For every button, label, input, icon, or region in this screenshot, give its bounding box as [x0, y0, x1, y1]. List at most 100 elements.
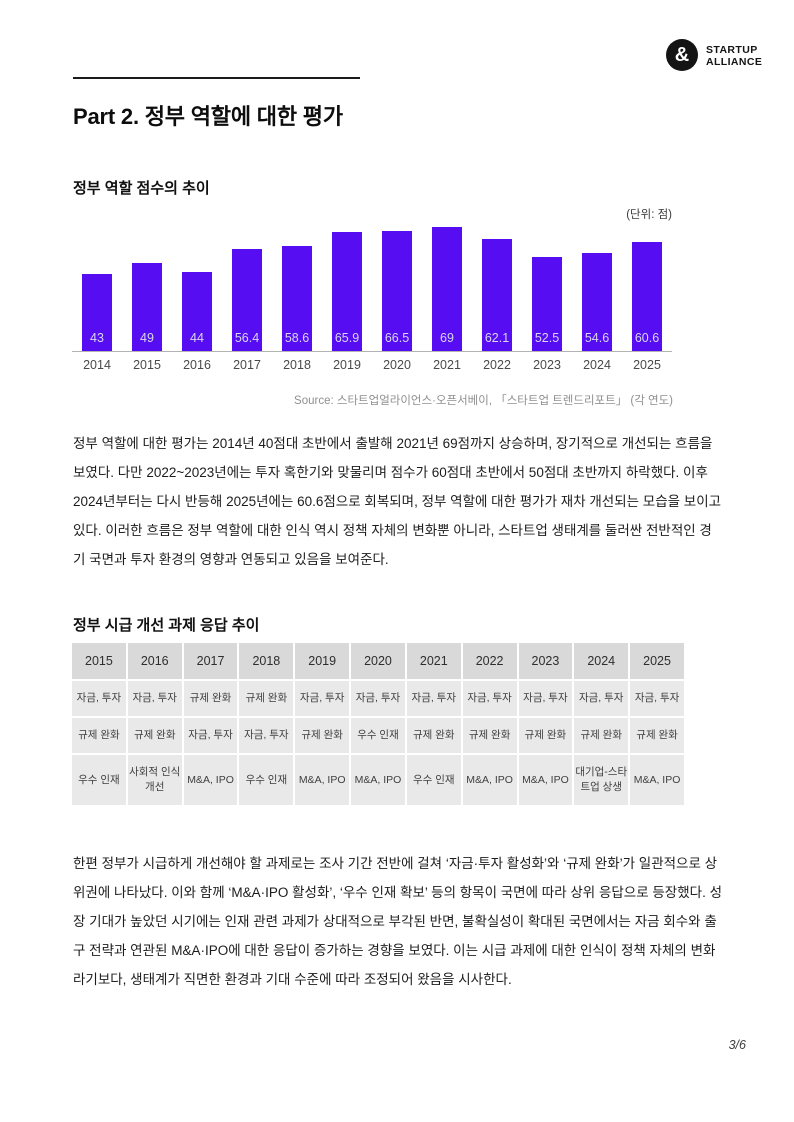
bar-value-label: 58.6 [284, 331, 310, 345]
x-axis-label-2023: 2023 [533, 358, 561, 372]
table-header-row: 2015 2016 2017 2018 2019 2020 2021 2022 2023 2024… [72, 643, 684, 679]
year-header-2024: 2024 [574, 643, 629, 679]
logo-symbol: & [674, 44, 690, 66]
task-cell-2017-rank-2: 자금, 투자 [183, 718, 238, 753]
task-cell-2022-rank-2: 규제 완화 [462, 718, 517, 753]
task-cell-2023-rank-3: M&A, IPO [518, 755, 573, 805]
improvement-tasks-table: 2015 2016 2017 2018 2019 2020 2021 2022 2023 2024… [70, 641, 686, 807]
task-cell-2020-rank-2: 우수 인재 [351, 718, 405, 753]
year-header-2022: 2022 [462, 643, 517, 679]
x-axis-label-2019: 2019 [333, 358, 361, 372]
header-rule [73, 77, 360, 79]
bar-value-label: 54.6 [584, 331, 610, 345]
bar-value-label: 52.5 [534, 331, 560, 345]
year-header-2021: 2021 [406, 643, 461, 679]
x-axis-label-2020: 2020 [383, 358, 411, 372]
task-cell-2016-rank-2: 규제 완화 [127, 718, 182, 753]
task-cell-2016-rank-3: 사회적 인식 개선 [127, 755, 182, 805]
x-axis-label-2016: 2016 [183, 358, 211, 372]
task-cell-2015-rank-2: 규제 완화 [72, 718, 126, 753]
bar-value-label: 66.5 [384, 331, 410, 345]
year-header-2019: 2019 [295, 643, 350, 679]
year-header-2018: 2018 [239, 643, 294, 679]
task-cell-2018-rank-1: 규제 완화 [239, 681, 294, 716]
bar-2019: 65.9 [332, 232, 362, 351]
x-axis-label-2021: 2021 [433, 358, 461, 372]
task-cell-2025-rank-1: 자금, 투자 [630, 681, 684, 716]
task-cell-2020-rank-1: 자금, 투자 [351, 681, 405, 716]
government-score-bar-chart: 43 2014 49 2015 44 2016 56.4 2017 58.6 2018 65.9 20… [72, 220, 672, 372]
task-cell-2020-rank-3: M&A, IPO [351, 755, 405, 805]
task-cell-2019-rank-1: 자금, 투자 [295, 681, 350, 716]
table-section-title: 정부 시급 개선 과제 응답 추이 [73, 617, 260, 634]
task-cell-2021-rank-1: 자금, 투자 [406, 681, 461, 716]
bar-2022: 62.1 [482, 239, 512, 351]
bar-2023: 52.5 [532, 256, 562, 351]
logo-ampersand-icon: & [666, 39, 698, 71]
x-axis-label-2018: 2018 [283, 358, 311, 372]
task-cell-2016-rank-1: 자금, 투자 [127, 681, 182, 716]
bar-2025: 60.6 [632, 241, 662, 351]
task-cell-2024-rank-3: 대기업-스타트업 상생 [574, 755, 629, 805]
table-row-rank-2: 규제 완화 규제 완화 자금, 투자 자금, 투자 규제 완화 우수 인재 규제 완화 규제 … [72, 718, 684, 753]
x-axis-label-2024: 2024 [583, 358, 611, 372]
task-cell-2025-rank-3: M&A, IPO [630, 755, 684, 805]
bar-value-label: 43 [90, 331, 104, 345]
logo-text-line1: STARTUP [706, 44, 758, 56]
bar-value-label: 49 [140, 331, 154, 345]
year-header-2017: 2017 [183, 643, 238, 679]
task-cell-2015-rank-3: 우수 인재 [72, 755, 126, 805]
paragraph-improvement-tasks: 한편 정부가 시급하게 개선해야 할 과제로는 조사 기간 전반에 걸쳐 ‘자금… [73, 856, 722, 987]
task-cell-2018-rank-3: 우수 인재 [239, 755, 294, 805]
bar-2024: 54.6 [582, 252, 612, 351]
bar-value-label: 65.9 [334, 331, 360, 345]
task-cell-2025-rank-2: 규제 완화 [630, 718, 684, 753]
chart-unit-label: (단위: 점) [626, 209, 672, 221]
task-cell-2019-rank-2: 규제 완화 [295, 718, 350, 753]
task-cell-2017-rank-3: M&A, IPO [183, 755, 238, 805]
task-cell-2018-rank-2: 자금, 투자 [239, 718, 294, 753]
bar-value-label: 62.1 [484, 331, 510, 345]
bar-2015: 49 [132, 262, 162, 351]
task-cell-2019-rank-3: M&A, IPO [295, 755, 350, 805]
year-header-2016: 2016 [127, 643, 182, 679]
chart-source: Source: 스타트업얼라이언스·오픈서베이, 「스타트업 트렌드리포트」 (… [294, 395, 673, 407]
task-cell-2017-rank-1: 규제 완화 [183, 681, 238, 716]
x-axis-label-2014: 2014 [83, 358, 111, 372]
startup-alliance-logo: STARTUP ALLIANCE [706, 44, 762, 68]
year-header-2015: 2015 [72, 643, 126, 679]
task-cell-2024-rank-2: 규제 완화 [574, 718, 629, 753]
task-cell-2023-rank-1: 자금, 투자 [518, 681, 573, 716]
bar-2014: 43 [82, 273, 112, 351]
task-cell-2023-rank-2: 규제 완화 [518, 718, 573, 753]
part-title: Part 2. 정부 역할에 대한 평가 [73, 104, 343, 129]
task-cell-2022-rank-3: M&A, IPO [462, 755, 517, 805]
bar-value-label: 69 [440, 331, 454, 345]
paragraph-government-score: 정부 역할에 대한 평가는 2014년 40점대 초반에서 출발해 2021년 … [73, 436, 722, 567]
bar-2017: 56.4 [232, 249, 262, 351]
x-axis-label-2022: 2022 [483, 358, 511, 372]
task-cell-2024-rank-1: 자금, 투자 [574, 681, 629, 716]
x-axis-label-2017: 2017 [233, 358, 261, 372]
year-header-2023: 2023 [518, 643, 573, 679]
x-axis-label-2015: 2015 [133, 358, 161, 372]
task-cell-2021-rank-2: 규제 완화 [406, 718, 461, 753]
task-cell-2022-rank-1: 자금, 투자 [462, 681, 517, 716]
bar-2016: 44 [182, 271, 212, 351]
year-header-2025: 2025 [630, 643, 684, 679]
bar-value-label: 44 [190, 331, 204, 345]
bar-2020: 66.5 [382, 231, 412, 351]
task-cell-2021-rank-3: 우수 인재 [406, 755, 461, 805]
bar-2018: 58.6 [282, 245, 312, 351]
bar-value-label: 60.6 [634, 331, 660, 345]
task-cell-2015-rank-1: 자금, 투자 [72, 681, 126, 716]
chart-section-title: 정부 역할 점수의 추이 [73, 180, 210, 197]
bar-value-label: 56.4 [234, 331, 260, 345]
x-axis-label-2025: 2025 [633, 358, 661, 372]
logo-text-line2: ALLIANCE [706, 56, 763, 68]
page-number: 3/6 [728, 1038, 746, 1052]
table-row-rank-1: 자금, 투자 자금, 투자 규제 완화 규제 완화 자금, 투자 자금, 투자 자금, 투자… [72, 681, 684, 716]
table-row-rank-3: 우수 인재 사회적 인식 개선 M&A, IPO 우수 인재 M&A, IPO M&A, … [72, 755, 684, 805]
year-header-2020: 2020 [351, 643, 405, 679]
